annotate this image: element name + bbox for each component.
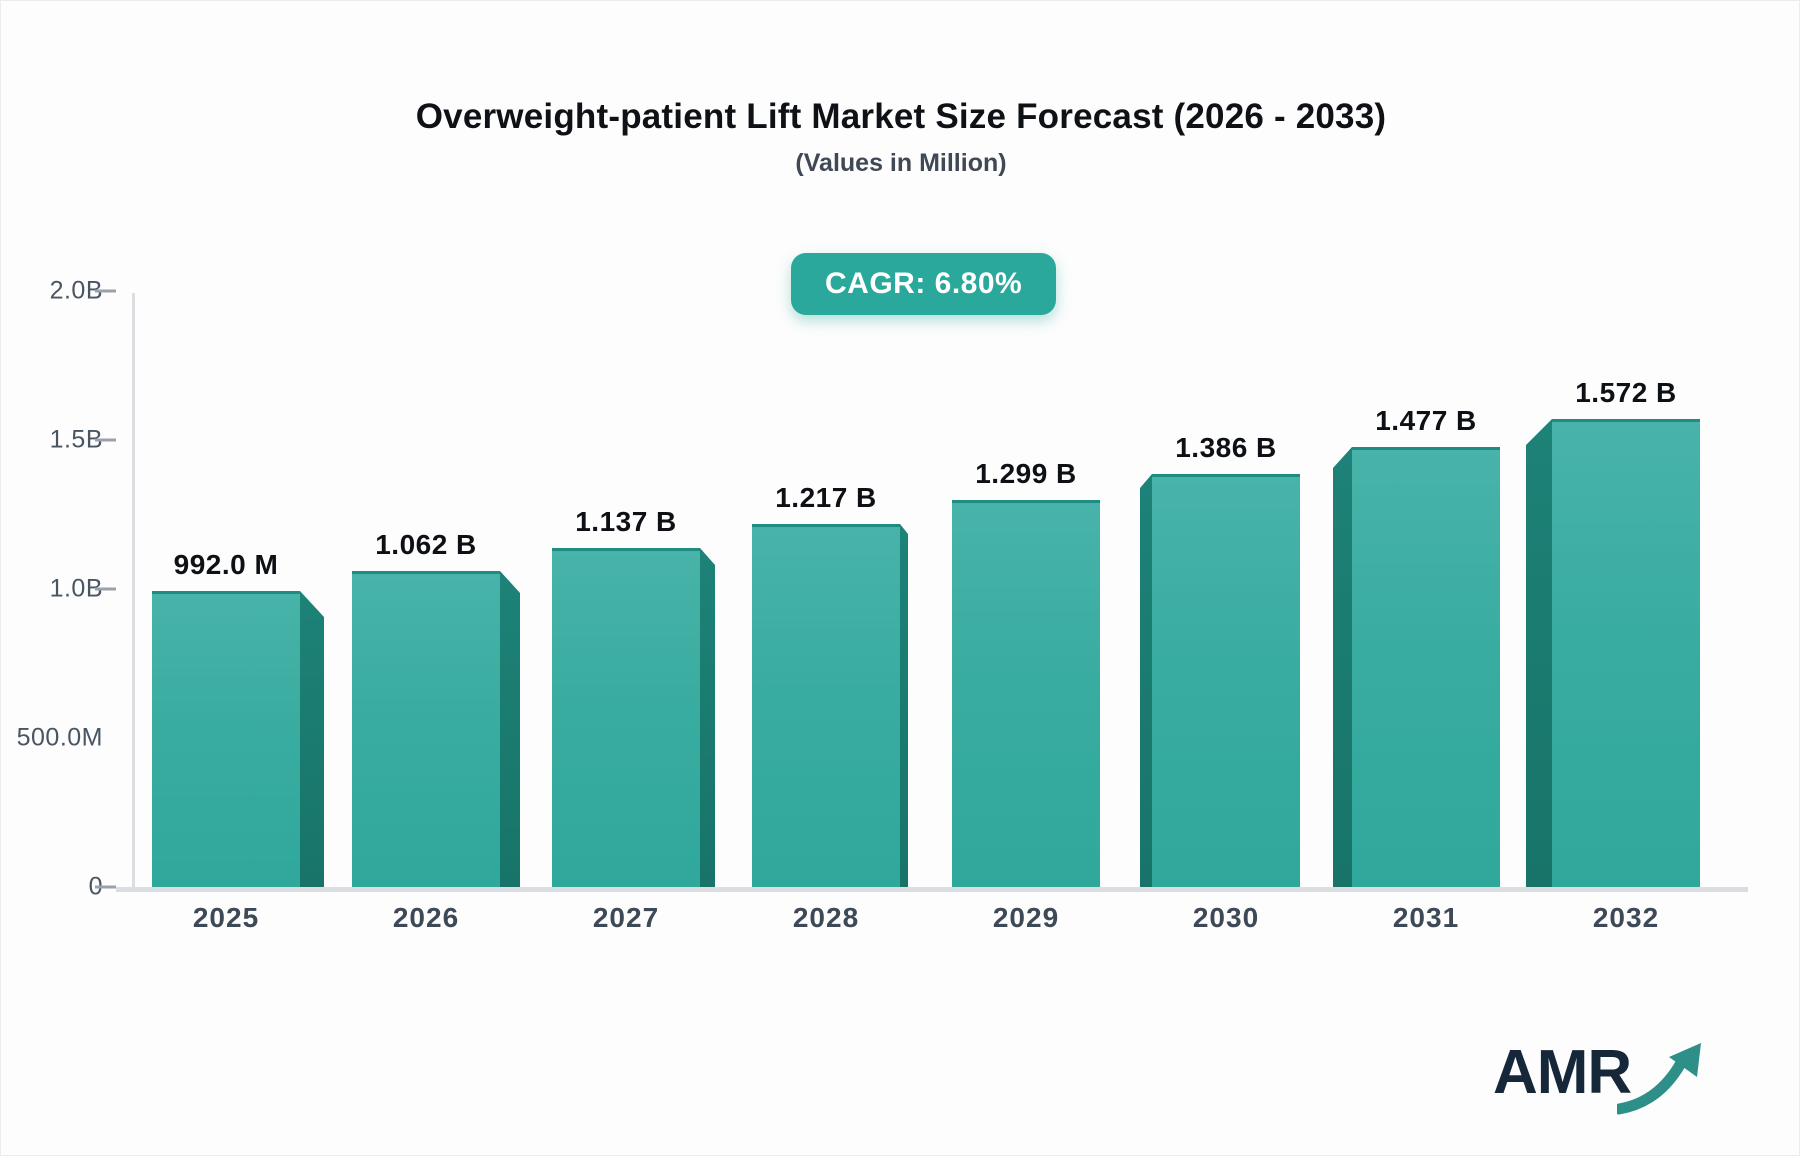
amr-logo-text: AMR: [1493, 1038, 1632, 1107]
y-tick-dash: [95, 587, 116, 591]
bar-2030[interactable]: [1152, 474, 1300, 887]
bar-value-label: 1.299 B: [975, 458, 1077, 489]
growth-arrow-icon: [1617, 1043, 1702, 1115]
bar-side-2027: [700, 548, 715, 887]
bar-2028[interactable]: [752, 524, 900, 887]
bar-side-2026: [500, 571, 520, 887]
x-axis-label-2032: 2032: [1592, 902, 1660, 933]
bar-2025[interactable]: [152, 591, 300, 887]
y-tick-label: 0: [3, 873, 103, 902]
bar-value-label: 1.062 B: [375, 529, 477, 560]
bar-side-2032: [1526, 419, 1552, 887]
x-axis-label-2031: 2031: [1392, 902, 1460, 933]
y-tick-dash: [95, 289, 116, 293]
bar-side-2028: [900, 524, 908, 887]
y-tick-label: 1.0B: [49, 574, 103, 603]
y-tick-label: 500.0M: [16, 723, 103, 752]
x-axis-label-2026: 2026: [392, 902, 460, 933]
amr-logo: AMR: [1493, 1023, 1763, 1123]
y-tick-label: 2.0B: [49, 276, 103, 305]
bar-value-label: 992.0 M: [173, 549, 279, 580]
chart-subtitle: (Values in Million): [795, 149, 1007, 177]
bar-value-label: 1.477 B: [1375, 405, 1477, 436]
bar-value-label: 1.572 B: [1575, 377, 1677, 408]
x-axis-line: [116, 887, 1748, 892]
bar-side-2031: [1333, 447, 1352, 887]
bar-value-label: 1.386 B: [1175, 432, 1277, 463]
bar-2029[interactable]: [952, 500, 1100, 887]
bar-2031[interactable]: [1352, 447, 1500, 887]
y-tick-dash: [95, 438, 116, 442]
x-axis-label-2025: 2025: [192, 902, 260, 933]
x-axis-label-2027: 2027: [592, 902, 660, 933]
bar-2026[interactable]: [352, 571, 500, 887]
bar-value-label: 1.137 B: [575, 506, 677, 537]
x-axis-label-2029: 2029: [992, 902, 1060, 933]
chart-title: Overweight-patient Lift Market Size Fore…: [415, 97, 1387, 136]
bar-side-2025: [300, 591, 324, 887]
y-axis-line: [132, 293, 135, 889]
cagr-badge: CAGR: 6.80%: [791, 253, 1057, 315]
y-tick-label: 1.5B: [49, 425, 103, 454]
bar-side-2030: [1140, 474, 1152, 887]
y-tick-dash: [95, 885, 116, 889]
x-axis-label-2028: 2028: [792, 902, 860, 933]
x-axis-label-2030: 2030: [1192, 902, 1260, 933]
bar-2032[interactable]: [1552, 419, 1700, 887]
bar-2027[interactable]: [552, 548, 700, 887]
bar-value-label: 1.217 B: [775, 482, 877, 513]
